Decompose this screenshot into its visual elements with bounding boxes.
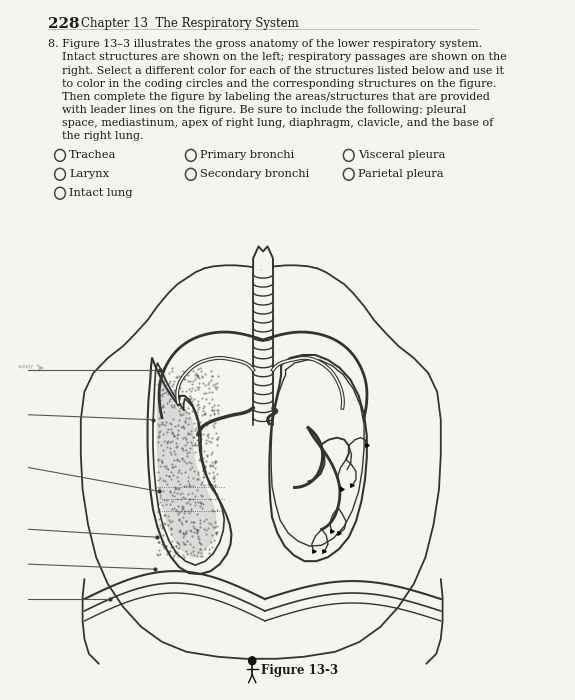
Text: Visceral pleura: Visceral pleura bbox=[358, 150, 445, 160]
Text: Intact structures are shown on the left; respiratory passages are shown on the: Intact structures are shown on the left;… bbox=[48, 52, 507, 62]
Text: Parietal pleura: Parietal pleura bbox=[358, 169, 443, 179]
Text: Secondary bronchi: Secondary bronchi bbox=[200, 169, 309, 179]
Text: Larynx: Larynx bbox=[69, 169, 109, 179]
Circle shape bbox=[248, 657, 256, 665]
Polygon shape bbox=[148, 358, 232, 574]
Text: the right lung.: the right lung. bbox=[48, 132, 144, 141]
Text: Then complete the figure by labeling the areas/structures that are provided: Then complete the figure by labeling the… bbox=[48, 92, 490, 102]
Text: Figure 13-3: Figure 13-3 bbox=[261, 664, 338, 677]
Text: Primary bronchi: Primary bronchi bbox=[200, 150, 294, 160]
Text: to color in the coding circles and the corresponding structures on the figure.: to color in the coding circles and the c… bbox=[48, 78, 497, 89]
Text: supply: supply bbox=[18, 364, 34, 369]
Polygon shape bbox=[158, 368, 216, 557]
Text: 8. Figure 13–3 illustrates the gross anatomy of the lower respiratory system.: 8. Figure 13–3 illustrates the gross ana… bbox=[48, 39, 482, 49]
Text: 228: 228 bbox=[48, 18, 80, 32]
Text: with leader lines on the figure. Be sure to include the following: pleural: with leader lines on the figure. Be sure… bbox=[48, 105, 466, 115]
Polygon shape bbox=[253, 246, 273, 268]
Text: right. Select a different color for each of the structures listed below and use : right. Select a different color for each… bbox=[48, 66, 504, 76]
Text: space, mediastinum, apex of right lung, diaphragm, clavicle, and the base of: space, mediastinum, apex of right lung, … bbox=[48, 118, 493, 128]
Text: Chapter 13  The Respiratory System: Chapter 13 The Respiratory System bbox=[81, 18, 298, 30]
Polygon shape bbox=[269, 355, 367, 561]
Text: Trachea: Trachea bbox=[69, 150, 116, 160]
Text: Intact lung: Intact lung bbox=[69, 188, 133, 198]
